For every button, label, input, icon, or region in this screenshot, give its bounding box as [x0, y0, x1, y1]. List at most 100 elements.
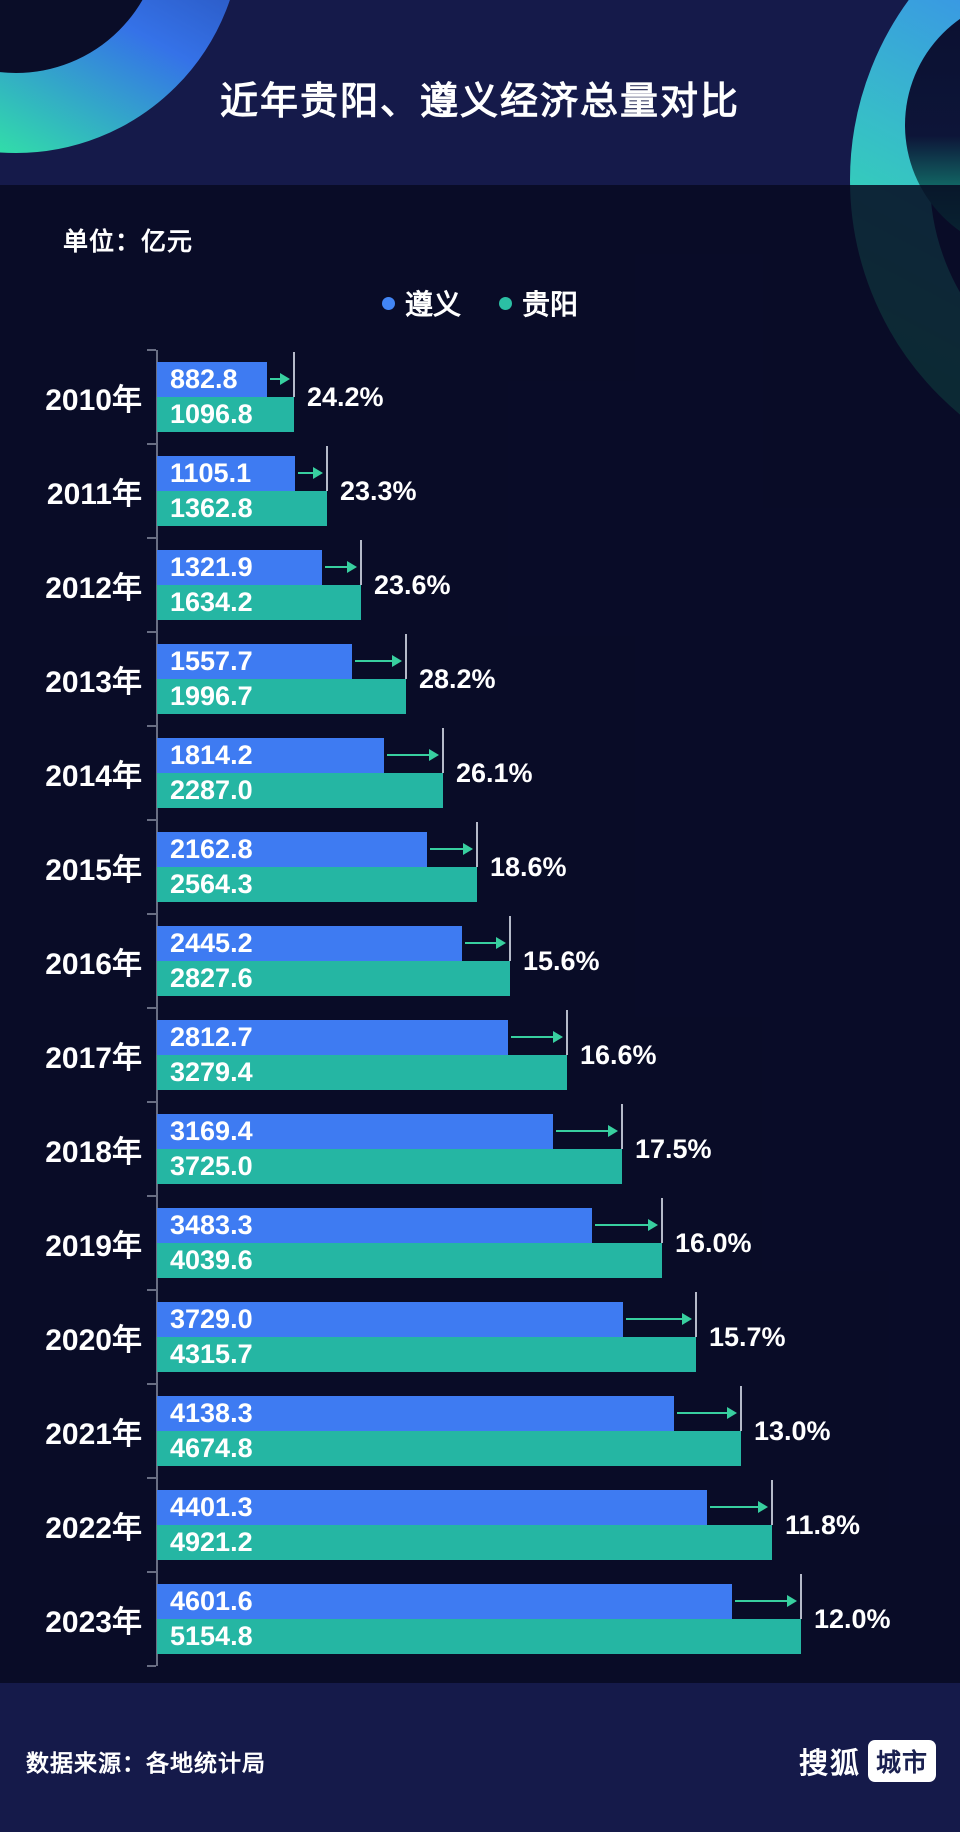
- gap-arrow: [710, 1501, 768, 1513]
- gap-percent-label: 26.1%: [456, 757, 533, 788]
- arrowhead-icon: [347, 561, 357, 573]
- zunyi-bar: 4401.3: [157, 1490, 707, 1525]
- value-label: 4601.6: [170, 1586, 253, 1616]
- arrowhead-icon: [392, 655, 402, 667]
- gap-guide-line: [405, 634, 407, 679]
- chart-row: 2020年 3729.0 4315.7 15.7%: [0, 1290, 960, 1384]
- guiyang-bar: 2564.3: [157, 867, 477, 902]
- legend-label-zunyi: 遵义: [404, 289, 461, 320]
- gap-guide-line: [740, 1386, 742, 1431]
- year-label: 2012年: [45, 572, 142, 605]
- gap-guide-line: [476, 822, 478, 867]
- gap-guide-line: [442, 728, 444, 773]
- bar-chart: 2010年 882.8 1096.8 24.2% 2011年 1105.1 1362.8 23…: [0, 349, 960, 1667]
- axis-tick: [147, 1007, 156, 1009]
- value-label: 3729.0: [170, 1304, 253, 1334]
- brand-logo: 搜狐 城市: [799, 1740, 936, 1782]
- zunyi-bar: 3483.3: [157, 1208, 592, 1243]
- gap-arrow: [387, 749, 439, 761]
- axis-tick: [147, 1101, 156, 1103]
- guiyang-bar: 1362.8: [157, 491, 327, 526]
- value-label: 4921.2: [170, 1527, 253, 1557]
- gap-guide-line: [661, 1198, 663, 1243]
- chart-row: 2015年 2162.8 2564.3 18.6%: [0, 820, 960, 914]
- zunyi-bar: 1105.1: [157, 456, 295, 491]
- gap-arrow: [465, 937, 506, 949]
- value-label: 1321.9: [170, 552, 253, 582]
- zunyi-bar: 3729.0: [157, 1302, 623, 1337]
- value-label: 2162.8: [170, 834, 253, 864]
- gap-arrow: [430, 843, 473, 855]
- axis-tick: [147, 1383, 156, 1385]
- value-label: 1634.2: [170, 587, 253, 617]
- gap-arrow: [270, 373, 290, 385]
- arrowhead-icon: [787, 1595, 797, 1607]
- axis-tick: [147, 443, 156, 445]
- guiyang-bar: 3279.4: [157, 1055, 567, 1090]
- gap-percent-label: 17.5%: [635, 1133, 712, 1164]
- axis-tick: [147, 349, 156, 351]
- gap-percent-label: 23.3%: [340, 475, 417, 506]
- chart-row: 2013年 1557.7 1996.7 28.2%: [0, 632, 960, 726]
- zunyi-bar: 2812.7: [157, 1020, 508, 1055]
- guiyang-bar: 4315.7: [157, 1337, 696, 1372]
- guiyang-bar: 1096.8: [157, 397, 294, 432]
- axis-tick: [147, 1289, 156, 1291]
- year-label: 2018年: [45, 1136, 142, 1169]
- value-label: 1096.8: [170, 399, 253, 429]
- data-source-note: 数据来源：各地统计局: [26, 1750, 266, 1776]
- arrowhead-icon: [463, 843, 473, 855]
- chart-row: 2011年 1105.1 1362.8 23.3%: [0, 444, 960, 538]
- gap-percent-label: 16.0%: [675, 1227, 752, 1258]
- arrowhead-icon: [648, 1219, 658, 1231]
- gap-arrow: [595, 1219, 658, 1231]
- gap-guide-line: [621, 1104, 623, 1149]
- chart-row: 2017年 2812.7 3279.4 16.6%: [0, 1008, 960, 1102]
- zunyi-dot-icon: [381, 296, 395, 310]
- guiyang-dot-icon: [499, 296, 512, 310]
- gap-percent-label: 11.8%: [785, 1509, 861, 1540]
- value-label: 3725.0: [170, 1151, 253, 1181]
- gap-arrow: [325, 561, 357, 573]
- chart-row: 2016年 2445.2 2827.6 15.6%: [0, 914, 960, 1008]
- gap-guide-line: [800, 1574, 802, 1619]
- gap-percent-label: 15.6%: [523, 945, 600, 976]
- year-label: 2016年: [45, 948, 142, 981]
- axis-tick: [147, 913, 156, 915]
- guiyang-bar: 1634.2: [157, 585, 361, 620]
- gap-percent-label: 15.7%: [709, 1321, 786, 1352]
- zunyi-bar: 3169.4: [157, 1114, 553, 1149]
- chart-row: 2023年 4601.6 5154.8 12.0%: [0, 1572, 960, 1666]
- value-label: 882.8: [170, 364, 238, 394]
- zunyi-bar: 882.8: [157, 362, 267, 397]
- year-label: 2014年: [45, 760, 142, 793]
- gap-arrow: [626, 1313, 692, 1325]
- gap-percent-label: 28.2%: [419, 663, 496, 694]
- value-label: 2287.0: [170, 775, 253, 805]
- guiyang-bar: 4674.8: [157, 1431, 741, 1466]
- value-label: 2564.3: [170, 869, 253, 899]
- arrowhead-icon: [608, 1125, 618, 1137]
- chart-row: 2010年 882.8 1096.8 24.2%: [0, 350, 960, 444]
- legend-item-guiyang: 贵阳: [499, 283, 578, 323]
- gap-arrow: [511, 1031, 563, 1043]
- guiyang-bar: 5154.8: [157, 1619, 801, 1654]
- year-label: 2010年: [45, 384, 142, 417]
- guiyang-bar: 2827.6: [157, 961, 510, 996]
- gap-guide-line: [360, 540, 362, 585]
- zunyi-bar: 4138.3: [157, 1396, 674, 1431]
- zunyi-bar: 2445.2: [157, 926, 462, 961]
- value-label: 2827.6: [170, 963, 253, 993]
- arrowhead-icon: [682, 1313, 692, 1325]
- chart-row: 2012年 1321.9 1634.2 23.6%: [0, 538, 960, 632]
- gap-percent-label: 12.0%: [814, 1603, 891, 1634]
- value-label: 3279.4: [170, 1057, 253, 1087]
- axis-tick: [147, 1477, 156, 1479]
- gap-guide-line: [293, 352, 295, 397]
- value-label: 2445.2: [170, 928, 253, 958]
- guiyang-bar: 4039.6: [157, 1243, 662, 1278]
- zunyi-bar: 1557.7: [157, 644, 352, 679]
- brand-badge: 城市: [867, 1740, 936, 1782]
- arrowhead-icon: [758, 1501, 768, 1513]
